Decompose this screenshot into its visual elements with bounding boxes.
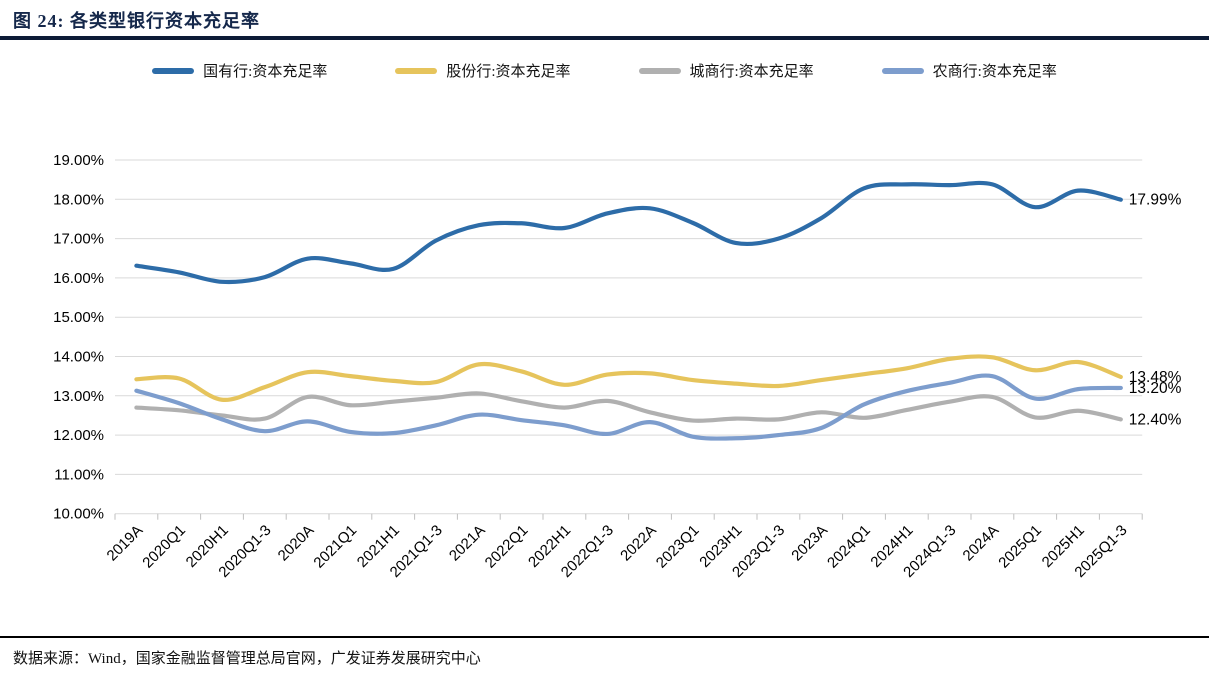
series-end-label-3: 13.20% — [1129, 380, 1182, 397]
chart-legend: 国有行:资本充足率 股份行:资本充足率 城商行:资本充足率 农商行:资本充足率 — [0, 60, 1209, 81]
y-axis-label: 11.00% — [54, 466, 104, 483]
legend-line-swatch — [395, 67, 438, 74]
legend-label: 股份行:资本充足率 — [446, 64, 571, 80]
y-axis-label: 13.00% — [53, 388, 104, 405]
y-axis-label: 10.00% — [53, 506, 104, 523]
line-chart: 19.00% 18.00% 17.00% 16.00% 15.00% 14.00% 13.0… — [0, 100, 1209, 635]
y-axis-label: 14.00% — [53, 349, 104, 366]
x-axis-label: 2022Q1 — [482, 522, 532, 572]
series-line-3 — [134, 373, 1123, 441]
legend-item-gufenhang: 股份行:资本充足率 — [395, 60, 571, 81]
title-divider — [0, 36, 1209, 40]
series-end-label-2: 12.40% — [1129, 411, 1182, 428]
y-axis-label: 16.00% — [53, 270, 104, 287]
legend-label: 城商行:资本充足率 — [689, 64, 814, 80]
legend-line-swatch — [152, 67, 195, 74]
y-axis-label: 15.00% — [53, 309, 104, 326]
x-axis-label: 2023Q1 — [653, 522, 703, 572]
x-axis-label: 2020Q1 — [139, 522, 189, 572]
x-axis-label: 2025Q1 — [995, 522, 1045, 572]
legend-line-swatch — [881, 67, 924, 74]
legend-item-chengshanghang: 城商行:资本充足率 — [638, 60, 814, 81]
series-line-2 — [134, 391, 1123, 423]
legend-label: 国有行:资本充足率 — [203, 64, 328, 80]
x-axis-label: 2024Q1 — [824, 522, 874, 572]
legend-line-swatch — [638, 67, 681, 74]
y-axis-label: 17.00% — [53, 231, 104, 248]
legend-item-nongshanghang: 农商行:资本充足率 — [881, 60, 1057, 81]
series-end-label-1: 13.48% — [1129, 369, 1182, 386]
series-end-label-0: 17.99% — [1129, 192, 1182, 209]
source-note: 数据来源：Wind，国家金融监督管理总局官网，广发证券发展研究中心 — [13, 651, 481, 667]
series-line-1 — [134, 354, 1123, 402]
x-axis-label: 2021Q1 — [310, 522, 360, 572]
legend-item-guoyouhang: 国有行:资本充足率 — [152, 60, 327, 81]
source-divider — [0, 636, 1209, 638]
y-axis-label: 12.00% — [53, 427, 104, 444]
legend-label: 农商行:资本充足率 — [932, 64, 1057, 80]
y-axis-label: 19.00% — [53, 152, 104, 169]
series-line-0 — [134, 180, 1123, 285]
y-axis-label: 18.00% — [53, 191, 104, 208]
chart-canvas: 19.00% 18.00% 17.00% 16.00% 15.00% 14.00% 13.0… — [53, 152, 1182, 581]
figure-title: 图 24: 各类型银行资本充足率 — [13, 11, 260, 31]
